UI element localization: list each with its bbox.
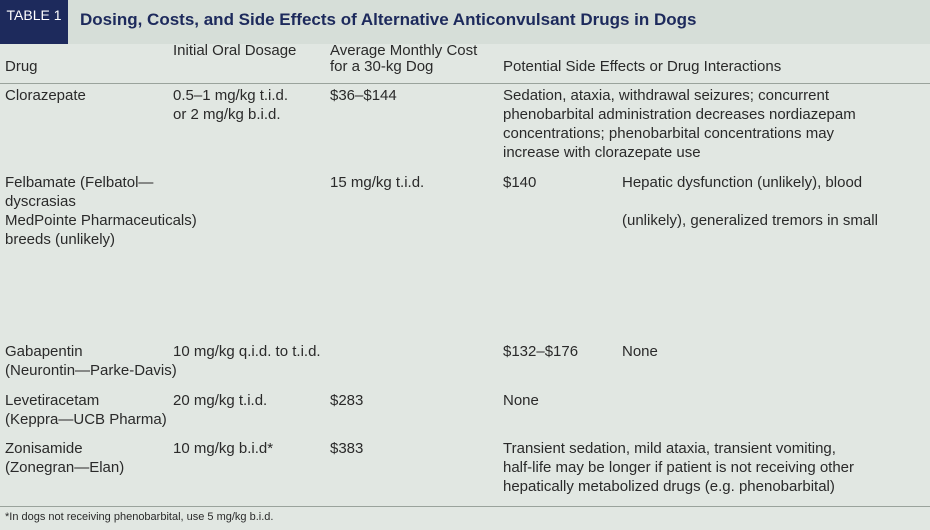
table-cell: $140 [503,174,537,191]
table-cell: (Neurontin—Parke-Davis) [5,362,177,379]
table-cell: None [622,343,658,360]
table-cell: 15 mg/kg t.i.d. [330,174,425,191]
table-cell: Sedation, ataxia, withdrawal seizures; c… [503,87,830,104]
table-cell: (Keppra—UCB Pharma) [5,411,167,428]
table-cell: $132–$176 [503,343,579,360]
table-cell: (Zonegran—Elan) [5,459,125,476]
column-header: Average Monthly Cost [330,42,478,59]
table-cell: $36–$144 [330,87,397,104]
column-header: Potential Side Effects or Drug Interacti… [503,58,782,75]
table-cell: None [503,392,539,409]
footnote: *In dogs not receiving phenobarbital, us… [5,511,274,523]
table-cell: increase with clorazepate use [503,144,701,161]
table-cell: Felbamate (Felbatol— [5,174,154,191]
header-rule [0,83,930,84]
table-cell: concentrations; phenobarbital concentrat… [503,125,835,142]
table-cell: $283 [330,392,364,409]
table-cell: (unlikely), generalized tremors in small [622,212,878,229]
table-cell: half-life may be longer if patient is no… [503,459,855,476]
table-cell: dyscrasias [5,193,76,210]
table-cell: 10 mg/kg q.i.d. to t.i.d. [173,343,321,360]
table-title: Dosing, Costs, and Side Effects of Alter… [80,10,697,29]
table-cell: MedPointe Pharmaceuticals) [5,212,197,229]
column-header: Drug [5,58,38,75]
table-cell: Levetiracetam [5,392,100,409]
column-header: for a 30-kg Dog [330,58,434,75]
table-cell: 0.5–1 mg/kg t.i.d. [173,87,289,104]
table-cell: breeds (unlikely) [5,231,116,248]
table-cell: Hepatic dysfunction (unlikely), blood [622,174,863,191]
table-label: TABLE 1 [0,0,68,44]
table-cell: Transient sedation, mild ataxia, transie… [503,440,836,457]
table-cell: or 2 mg/kg b.i.d. [173,106,281,123]
table-cell: hepatically metabolized drugs (e.g. phen… [503,478,835,495]
title-bar [0,0,930,44]
table-cell: Gabapentin [5,343,83,360]
column-header: Initial Oral Dosage [173,42,297,59]
table-cell: Clorazepate [5,87,86,104]
table-cell: Zonisamide [5,440,83,457]
footer-rule [0,506,930,507]
table-cell: $383 [330,440,364,457]
table-cell: 20 mg/kg t.i.d. [173,392,268,409]
table-cell: phenobarbital administration decreases n… [503,106,856,123]
table-cell: 10 mg/kg b.i.d* [173,440,274,457]
